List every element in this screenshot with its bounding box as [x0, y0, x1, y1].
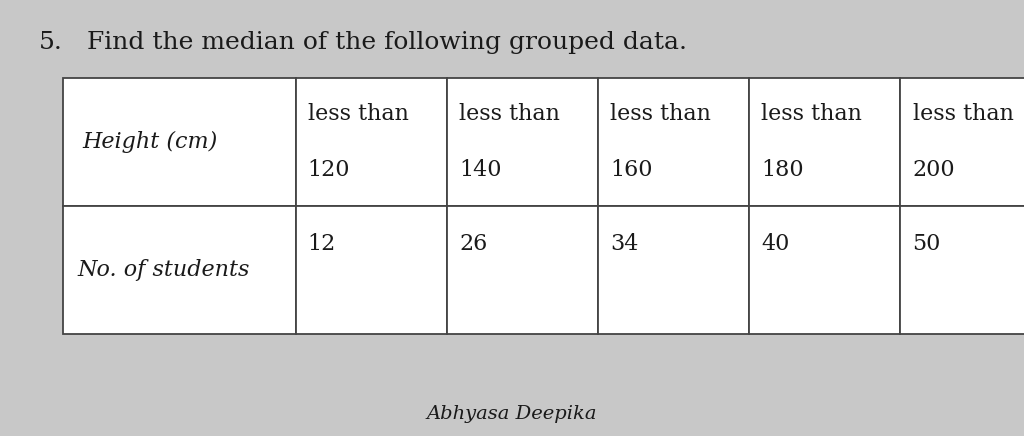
Text: Height (cm): Height (cm) [82, 131, 217, 153]
Text: 50: 50 [912, 233, 941, 255]
Text: Find the median of the following grouped data.: Find the median of the following grouped… [87, 31, 687, 54]
Text: less than: less than [610, 103, 711, 125]
Text: less than: less than [762, 103, 862, 125]
Text: Abhyasa Deepika: Abhyasa Deepika [427, 405, 597, 423]
Text: 140: 140 [459, 159, 502, 181]
Text: 120: 120 [308, 159, 350, 181]
Text: 160: 160 [610, 159, 652, 181]
Text: 34: 34 [610, 233, 639, 255]
Text: 180: 180 [762, 159, 804, 181]
Text: 200: 200 [912, 159, 955, 181]
Text: No. of students: No. of students [78, 259, 250, 281]
Text: 26: 26 [459, 233, 487, 255]
Text: 12: 12 [308, 233, 336, 255]
Text: 5.: 5. [39, 31, 62, 54]
Text: less than: less than [459, 103, 560, 125]
Text: less than: less than [308, 103, 409, 125]
Text: less than: less than [912, 103, 1014, 125]
Text: 40: 40 [762, 233, 790, 255]
